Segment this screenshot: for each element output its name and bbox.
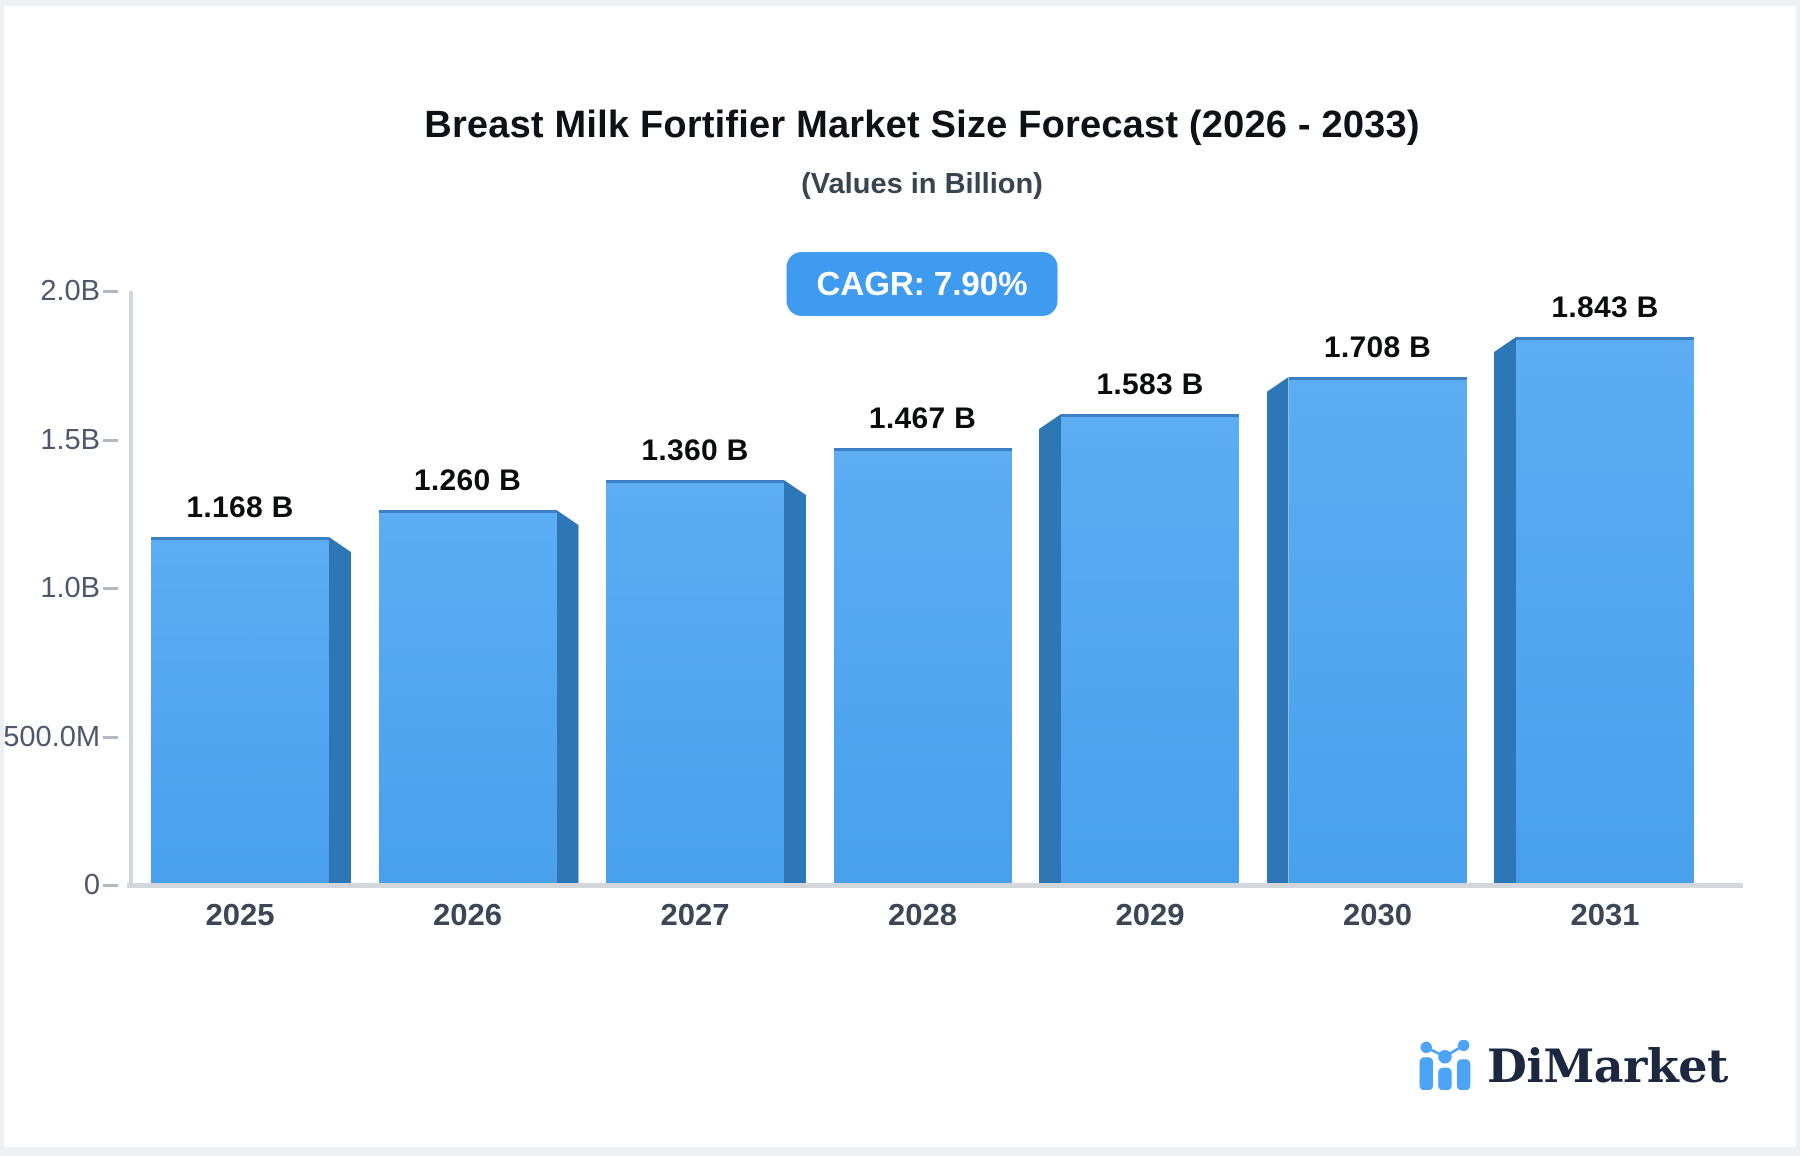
y-tick-label: 0 [83,869,100,901]
bar-value-label: 1.260 B [413,464,522,497]
bar-face [151,537,329,884]
brand-name: DiMarket [1487,1039,1728,1094]
y-tick-label: 2.0B [40,275,100,307]
bar-side-3d [1039,414,1061,884]
bar-side-3d [1266,377,1289,884]
x-axis-label: 2025 [205,897,275,932]
y-axis-line [129,291,133,886]
y-tick-mark [103,290,118,293]
bar-side-3d [784,480,806,884]
cagr-badge: CAGR: 7.90% [786,252,1058,316]
x-axis-label: 2026 [433,897,502,932]
y-tick-mark [103,438,118,442]
bar-2025[interactable] [151,537,351,884]
bar-face [1516,337,1694,884]
x-axis-baseline [127,883,1743,888]
chart-stage: Breast Milk Fortifier Market Size Foreca… [4,6,1796,1147]
bar-2028[interactable] [833,448,1012,884]
bar-side-3d [556,510,579,884]
bar-side-3d [329,537,351,884]
chart-title: Breast Milk Fortifier Market Size Foreca… [424,104,1420,146]
bar-value-label: 1.708 B [1323,331,1432,364]
y-tick-label: 500.0M [4,720,100,753]
x-axis-label: 2029 [1115,897,1185,932]
bar-value-label: 1.168 B [186,491,294,524]
bar-face [606,480,784,884]
bar-face [378,510,557,884]
bar-face [833,448,1012,884]
y-tick-mark [103,587,118,590]
x-axis-label: 2031 [1570,897,1640,932]
x-axis-label: 2028 [888,897,957,932]
bar-2027[interactable] [606,480,806,884]
bar-value-label: 1.467 B [868,402,977,435]
bar-face [1061,414,1239,884]
y-tick-mark [103,735,118,739]
bar-face [1288,377,1467,884]
y-tick-label: 1.0B [40,572,100,604]
chart-subtitle: (Values in Billion) [801,168,1043,200]
x-axis-label: 2030 [1343,897,1412,932]
x-axis-label: 2027 [660,897,730,932]
y-tick-label: 1.5B [40,423,100,456]
bar-2031[interactable] [1494,337,1694,884]
chart-card: Breast Milk Fortifier Market Size Foreca… [4,6,1796,1147]
bar-2026[interactable] [378,510,579,884]
bar-value-label: 1.843 B [1551,291,1659,324]
bar-side-3d [1494,337,1516,884]
bar-value-label: 1.583 B [1096,368,1204,401]
bar-2030[interactable] [1266,377,1467,884]
brand-chart-icon [1419,1040,1471,1090]
y-tick-mark [103,884,118,887]
brand-logo: DiMarket [1418,1040,1728,1090]
bar-2029[interactable] [1039,414,1239,884]
bar-value-label: 1.360 B [641,434,749,467]
